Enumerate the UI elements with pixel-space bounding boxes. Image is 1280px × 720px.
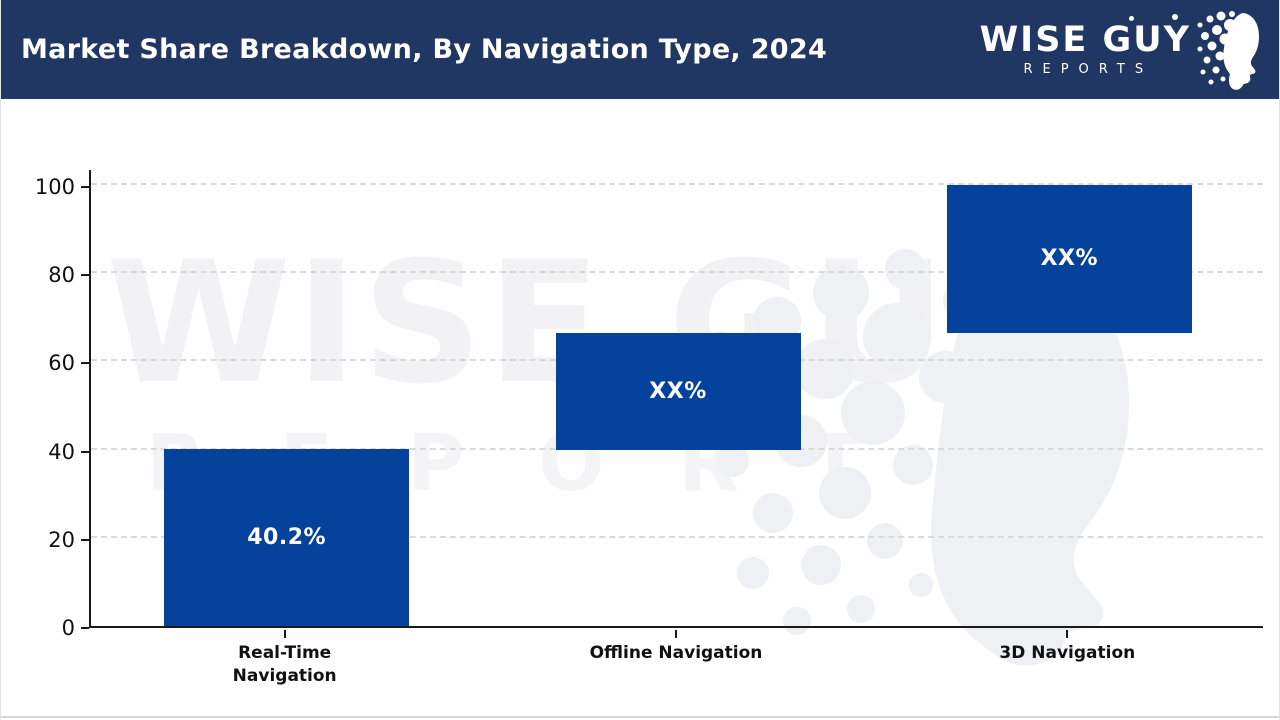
bar-value-label: 40.2% bbox=[247, 524, 327, 550]
y-axis-tick-label: 100 bbox=[34, 175, 75, 199]
y-axis-tick-label: 80 bbox=[48, 263, 75, 288]
logo-wordmark: WISE GUY bbox=[979, 20, 1191, 60]
logo-dot-icon bbox=[1172, 14, 1178, 20]
y-axis-tick bbox=[81, 538, 89, 541]
y-axis-tick-label: 60 bbox=[48, 351, 75, 376]
chart-title: Market Share Breakdown, By Navigation Ty… bbox=[21, 34, 828, 65]
x-axis-category-label: 3D Navigation bbox=[999, 643, 1136, 663]
chart-area: WISE GUY REPORTS 40.2% XX% XX% 0 20 40 60 80 10… bbox=[1, 99, 1280, 717]
bar-value-label: XX% bbox=[1040, 246, 1099, 272]
logo-subtitle: REPORTS bbox=[1023, 62, 1154, 77]
x-axis-tick bbox=[1066, 630, 1069, 638]
header-bar: Market Share Breakdown, By Navigation Ty… bbox=[1, 0, 1279, 99]
x-axis-tick bbox=[675, 630, 677, 638]
y-axis-tick bbox=[81, 362, 89, 365]
y-axis-tick bbox=[81, 186, 89, 188]
wise-guy-logo: WISE GUY REPORTS bbox=[980, 9, 1259, 91]
bar-segment: XX% bbox=[555, 332, 801, 450]
logo-dot-icon bbox=[1129, 16, 1134, 21]
y-axis-tick-label: 20 bbox=[48, 527, 75, 552]
bottom-divider bbox=[1, 716, 1279, 718]
gridline bbox=[91, 183, 1263, 185]
plot-area: 40.2% XX% XX% bbox=[89, 170, 1263, 628]
logo-text: WISE GUY REPORTS bbox=[979, 14, 1191, 77]
bar-value-label: XX% bbox=[649, 378, 707, 404]
x-axis-category-label: Real-Time Navigation bbox=[232, 643, 337, 686]
bar-segment: 40.2% bbox=[164, 448, 410, 626]
bar-segment: XX% bbox=[946, 185, 1192, 333]
y-axis-tick bbox=[81, 627, 89, 629]
y-axis-tick-label: 40 bbox=[48, 439, 75, 464]
gridline bbox=[91, 535, 1263, 538]
x-axis-tick bbox=[283, 630, 286, 638]
y-axis-tick bbox=[81, 450, 89, 453]
y-axis-tick-label: 0 bbox=[61, 616, 75, 640]
y-axis-tick bbox=[81, 274, 89, 277]
gridline bbox=[91, 271, 1263, 274]
logo-face-icon bbox=[1197, 10, 1259, 90]
x-axis-category-label: Offline Navigation bbox=[589, 643, 763, 663]
